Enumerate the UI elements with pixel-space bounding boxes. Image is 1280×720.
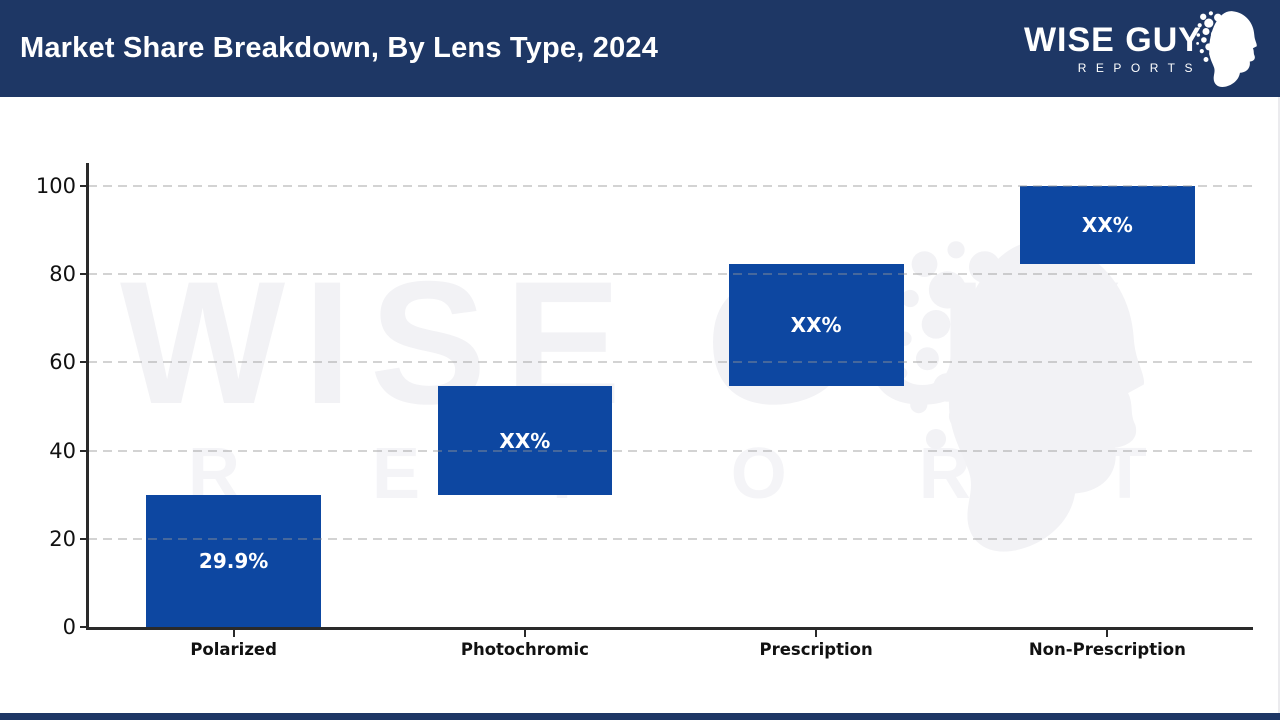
- gridline-100: [88, 184, 1253, 187]
- footer-bar: [0, 713, 1280, 720]
- page-title: Market Share Breakdown, By Lens Type, 20…: [20, 32, 659, 64]
- gridline-40: [88, 449, 1253, 452]
- gridline-60: [88, 361, 1253, 364]
- x-tick-label-prescription: Prescription: [759, 640, 873, 659]
- bar-value-label: 29.9%: [198, 549, 269, 574]
- y-tick-label-80: 80: [49, 262, 76, 287]
- gridline-20: [88, 537, 1253, 540]
- y-tick-mark-100: [80, 184, 88, 187]
- x-axis-line: [86, 627, 1253, 630]
- y-axis-line: [86, 163, 89, 630]
- x-tick-mark: [815, 630, 818, 637]
- y-tick-label-40: 40: [49, 438, 76, 463]
- header-bar: Market Share Breakdown, By Lens Type, 20…: [0, 0, 1280, 97]
- brand-logo: WISE GUY REPORTS: [1024, 6, 1266, 92]
- logo-subtext: REPORTS: [1077, 60, 1202, 75]
- y-tick-mark-60: [80, 361, 88, 364]
- bar-non-prescription: XX%: [1020, 185, 1195, 264]
- x-tick-mark: [523, 630, 526, 637]
- x-tick-label-non-prescription: Non-Prescription: [1028, 640, 1186, 659]
- y-tick-mark-80: [80, 273, 88, 276]
- bar-value-label: XX%: [499, 428, 551, 453]
- bar-value-label: XX%: [1081, 212, 1133, 237]
- bar-prescription: XX%: [728, 264, 904, 387]
- bar-polarized: 29.9%: [146, 495, 321, 627]
- y-tick-label-100: 100: [35, 173, 76, 198]
- y-tick-mark-0: [80, 626, 88, 628]
- bar-photochromic: XX%: [437, 386, 613, 496]
- x-tick-label-polarized: Polarized: [190, 640, 277, 659]
- y-tick-label-20: 20: [49, 526, 76, 551]
- x-tick-mark: [1106, 630, 1109, 637]
- logo-text: WISE GUY REPORTS: [1024, 23, 1202, 76]
- y-tick-mark-40: [80, 449, 88, 452]
- gridline-80: [88, 273, 1253, 276]
- logo-wordmark: WISE GUY: [1023, 20, 1202, 59]
- y-tick-label-0: 0: [62, 615, 76, 639]
- x-tick-label-photochromic: Photochromic: [460, 640, 589, 659]
- x-tick-mark: [232, 630, 235, 637]
- bar-value-label: XX%: [790, 313, 842, 338]
- y-tick-mark-20: [80, 537, 88, 540]
- y-tick-label-60: 60: [49, 350, 76, 375]
